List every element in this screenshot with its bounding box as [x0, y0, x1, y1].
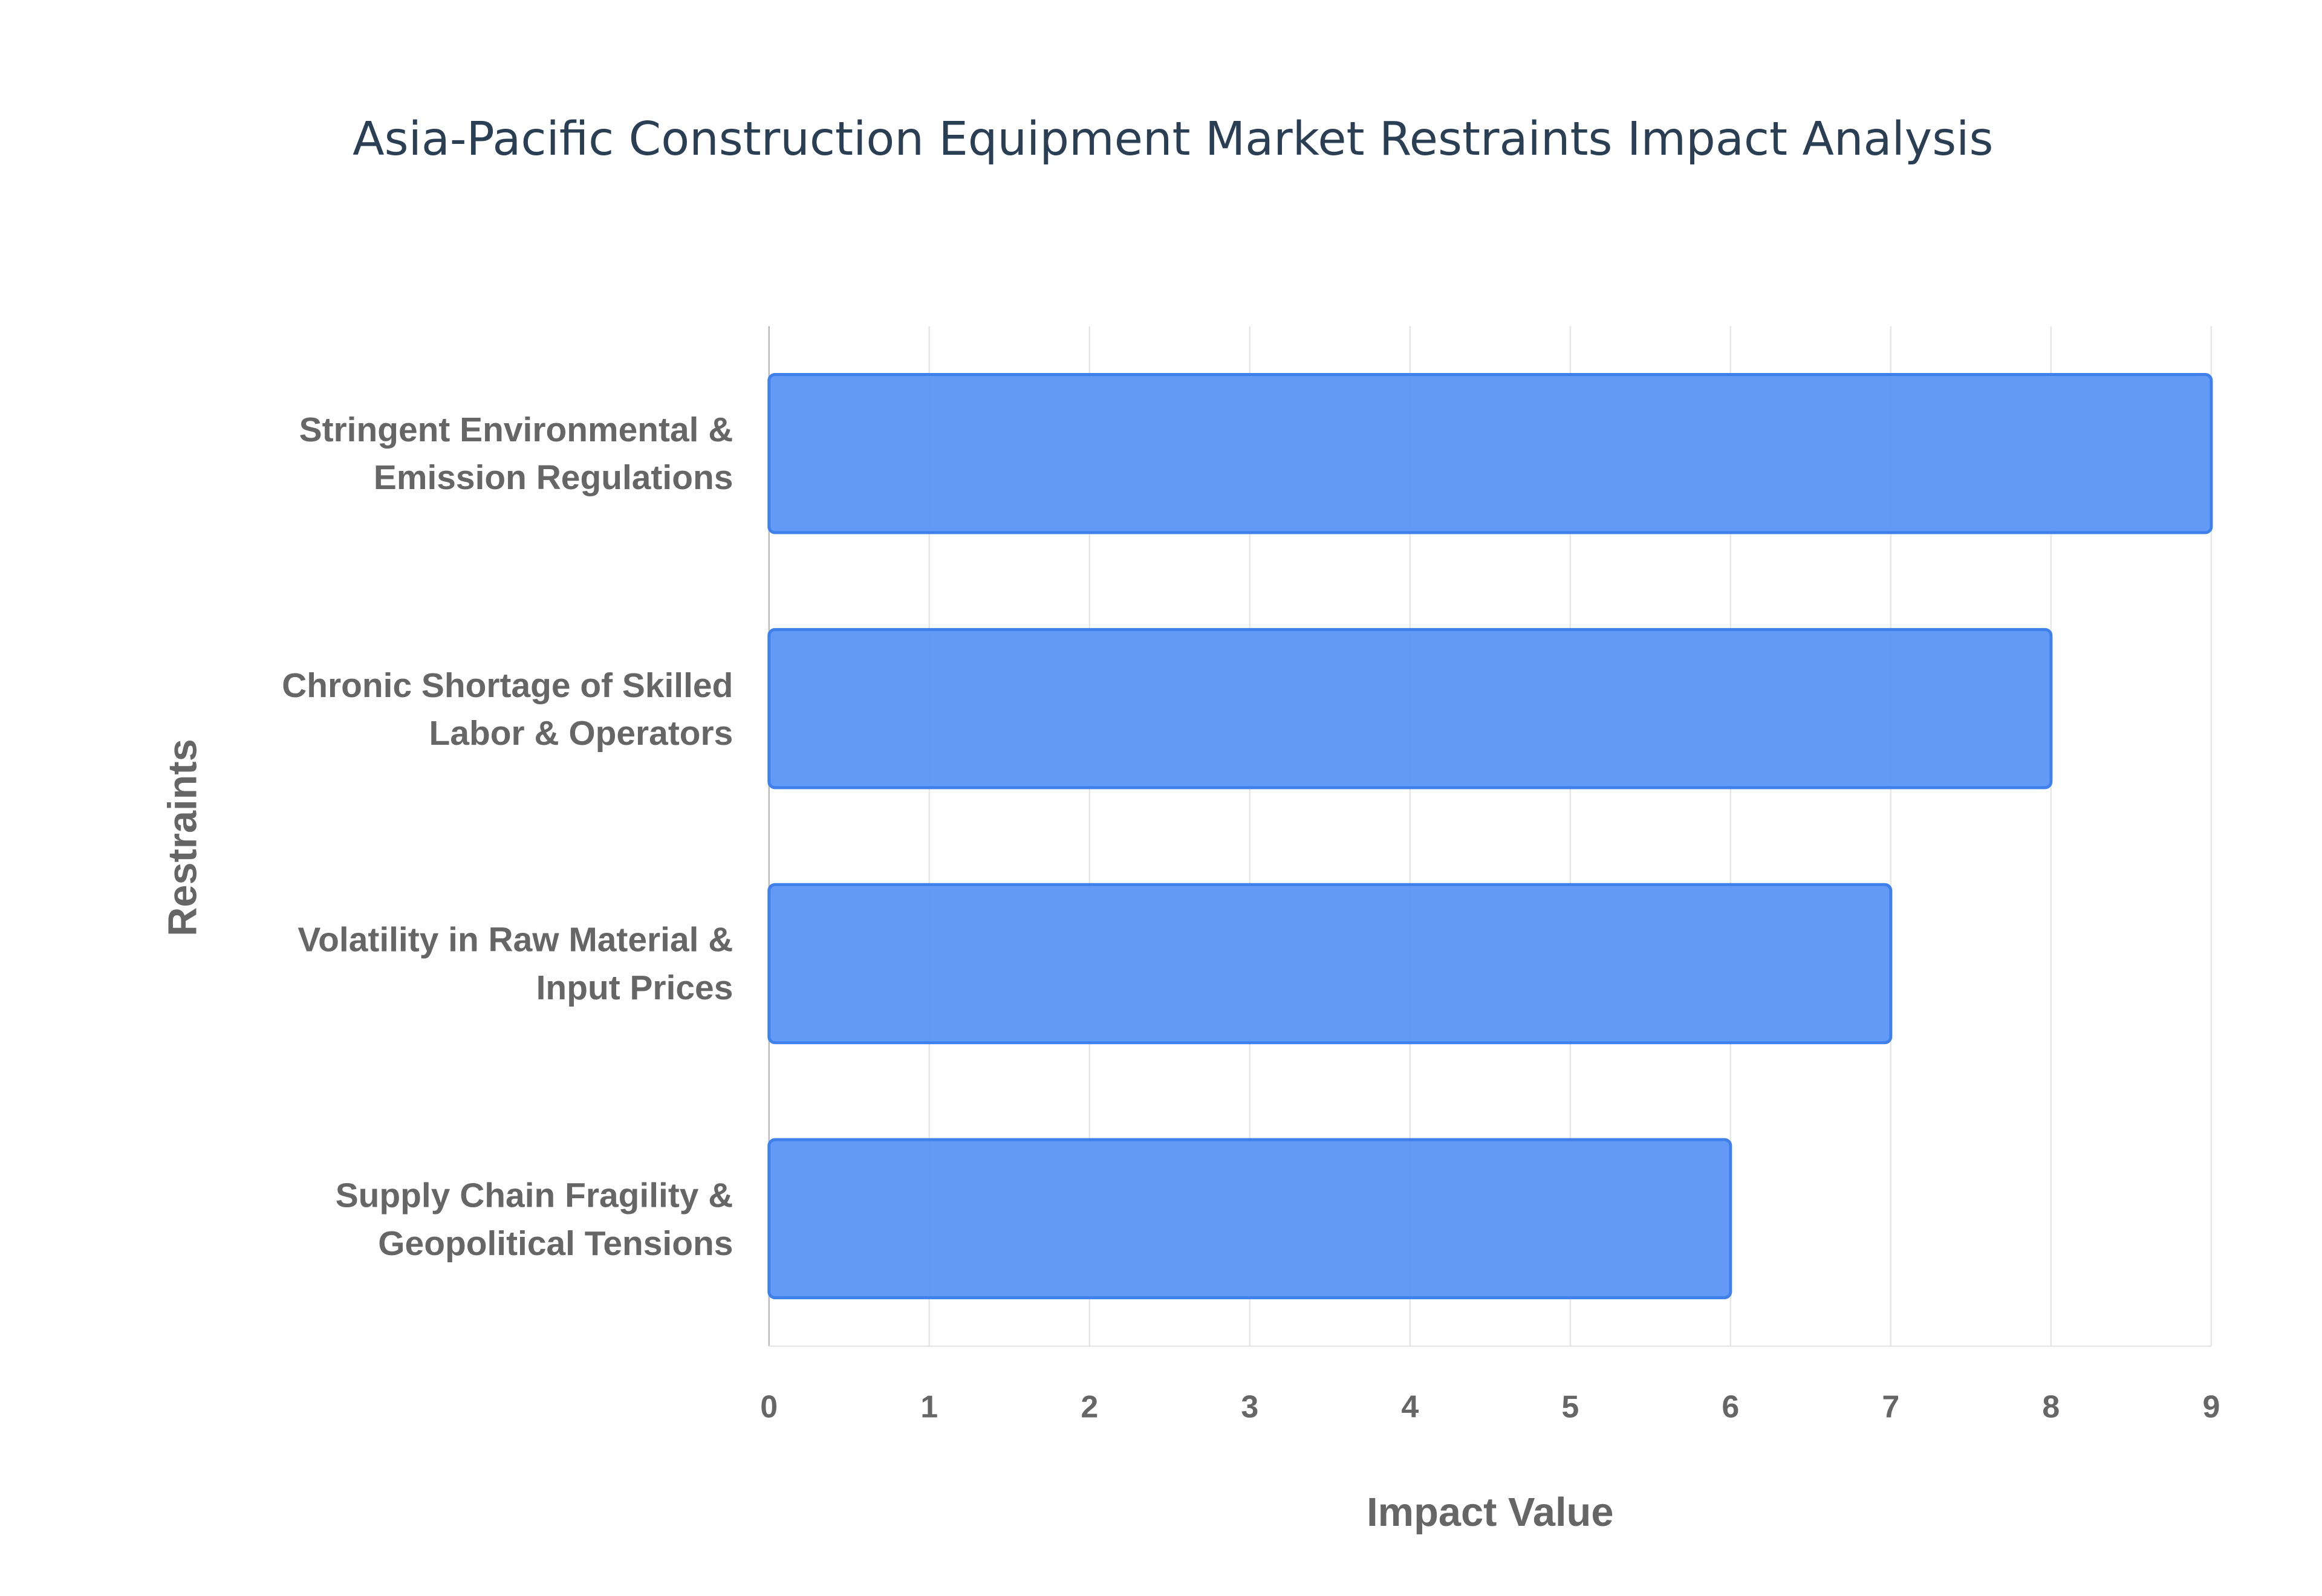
y-tick-label: Stringent Environmental & Emission Regul…: [299, 410, 733, 498]
chart-title: Asia-Pacific Construction Equipment Mark…: [353, 112, 1993, 166]
y-tick-label-box: Stringent Environmental & Emission Regul…: [299, 410, 733, 498]
y-tick-label-box: Volatility in Raw Material & Input Price…: [298, 920, 733, 1007]
x-tick-label: 1: [920, 1389, 938, 1424]
bar: [767, 883, 1893, 1045]
bar: [767, 373, 2213, 534]
x-tick-label: 9: [2202, 1389, 2220, 1424]
y-tick-label-box: Supply Chain Fragility & Geopolitical Te…: [335, 1175, 733, 1262]
x-tick-label: 6: [1722, 1389, 1739, 1424]
x-tick-label: 8: [2042, 1389, 2060, 1424]
y-tick-label: Volatility in Raw Material & Input Price…: [298, 920, 733, 1007]
bar: [767, 628, 2053, 790]
y-axis-label: Restraints: [160, 739, 205, 936]
x-tick-label: 4: [1401, 1389, 1419, 1424]
x-tick-label: 7: [1882, 1389, 1899, 1424]
x-tick-label: 2: [1081, 1389, 1098, 1424]
x-tick-label: 0: [760, 1389, 778, 1424]
x-tick-label: 5: [1561, 1389, 1579, 1424]
y-tick-label: Chronic Shortage of Skilled Labor & Oper…: [282, 665, 733, 752]
x-tick-label: 3: [1241, 1389, 1258, 1424]
bar: [767, 1138, 1732, 1300]
y-tick-label: Supply Chain Fragility & Geopolitical Te…: [335, 1175, 733, 1262]
x-axis-label: Impact Value: [1367, 1490, 1613, 1535]
y-tick-label-box: Chronic Shortage of Skilled Labor & Oper…: [282, 665, 733, 752]
